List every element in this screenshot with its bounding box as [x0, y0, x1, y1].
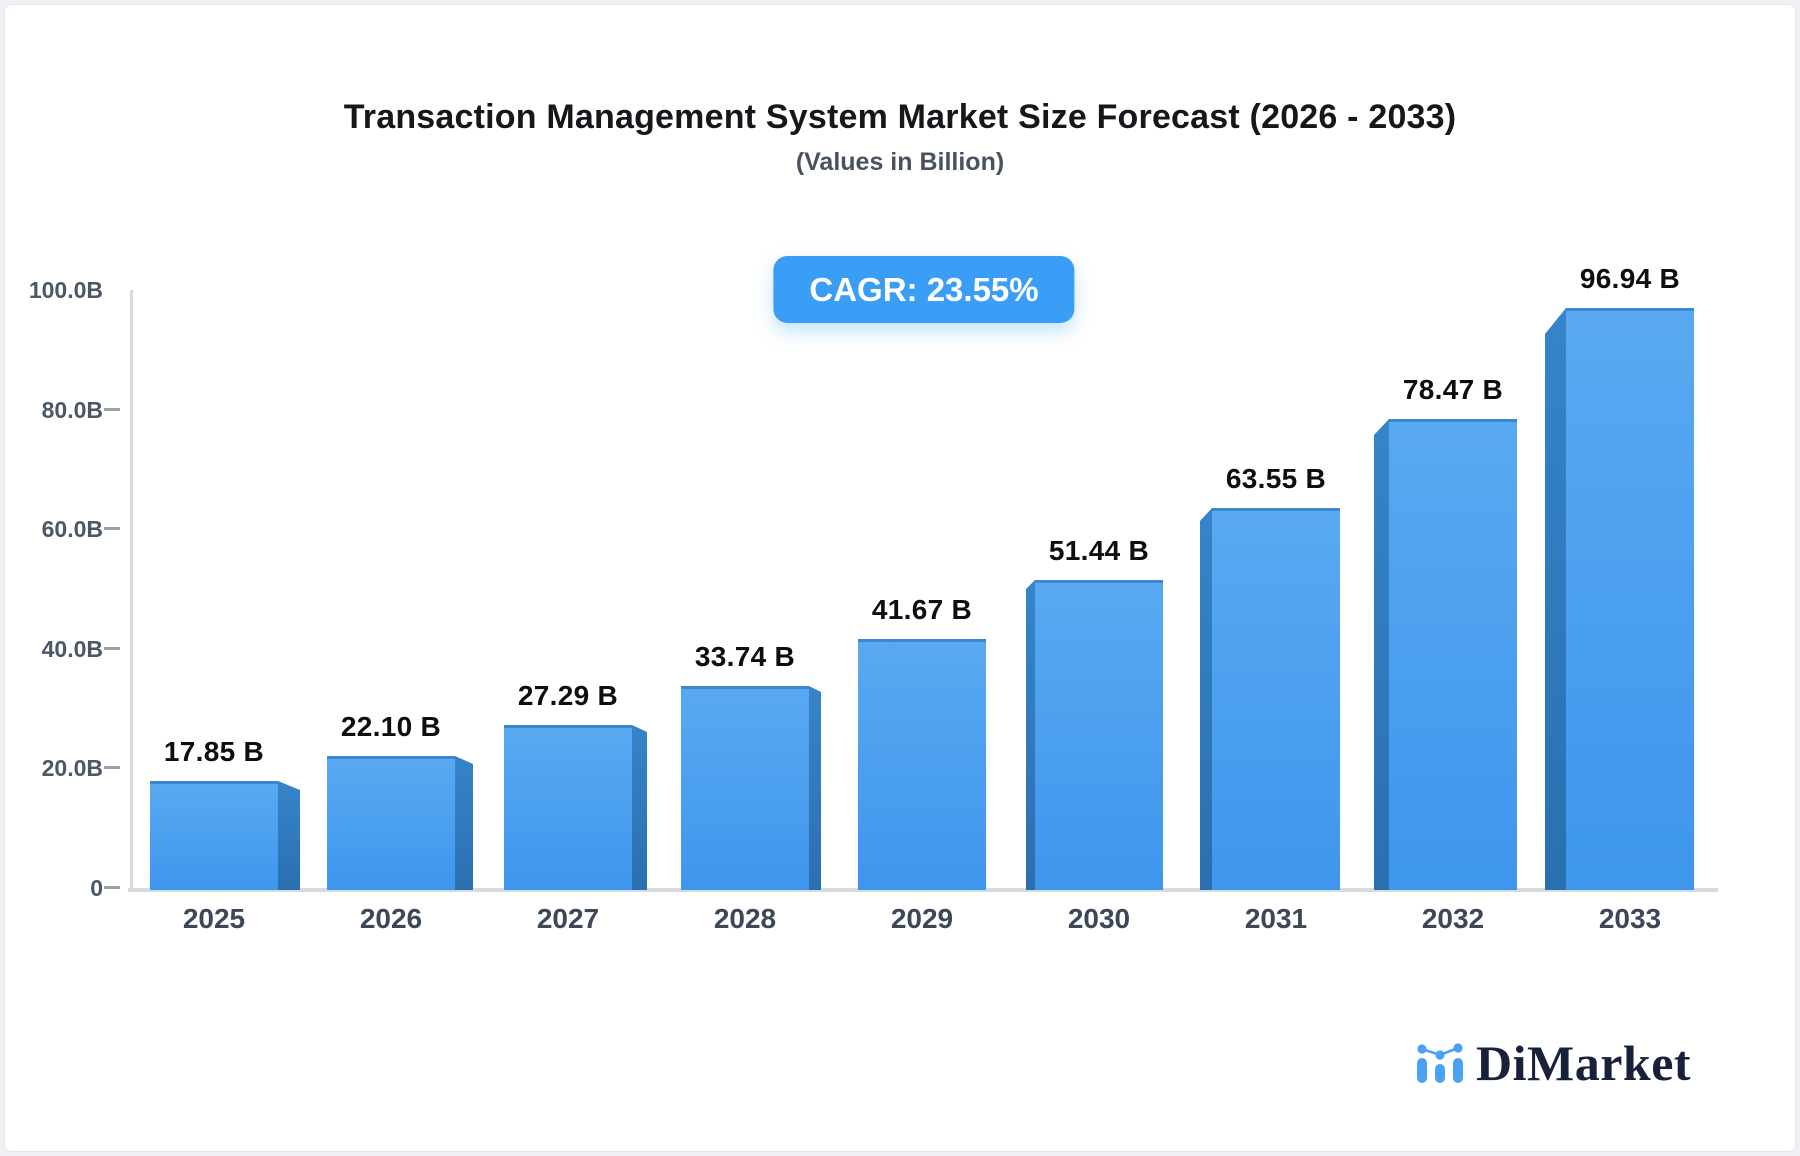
bar-value-label: 27.29 B [517, 680, 619, 711]
bar [1566, 308, 1694, 890]
bar [504, 725, 632, 890]
bar-3d-side [1374, 419, 1389, 890]
y-axis-tick-label: 80.0B [41, 396, 103, 423]
bar-value-label: 41.67 B [871, 594, 973, 625]
bar-3d-side [1200, 508, 1212, 890]
x-axis-category-label: 2027 [536, 903, 600, 934]
bar-3d-side [455, 756, 473, 890]
y-axis-tick [104, 407, 120, 411]
x-axis-category-label: 2028 [713, 903, 777, 934]
bar [150, 781, 278, 890]
x-axis-baseline [128, 888, 1718, 892]
x-axis-category-label: 2030 [1067, 903, 1131, 934]
bar-value-label: 78.47 B [1402, 374, 1504, 405]
brand-logo-icon [1417, 1043, 1463, 1083]
bar-value-label: 63.55 B [1225, 463, 1327, 494]
bar-3d-side [809, 686, 821, 890]
y-axis-tick [104, 886, 120, 889]
x-axis-category-label: 2032 [1421, 903, 1485, 934]
x-axis-category-label: 2031 [1244, 903, 1308, 934]
bar-value-label: 51.44 B [1048, 535, 1150, 566]
bar [1212, 508, 1340, 890]
bar [1035, 580, 1163, 890]
bar-3d-side [278, 781, 300, 890]
y-axis-tick-label: 60.0B [41, 516, 103, 543]
y-axis-tick-label: 40.0B [41, 635, 103, 662]
brand-logo: DiMarket [1416, 1038, 1691, 1088]
bar-3d-side [1545, 308, 1566, 890]
x-axis-category-label: 2029 [890, 903, 954, 934]
y-axis-tick [104, 766, 120, 770]
chart-title: Transaction Management System Market Siz… [343, 98, 1457, 136]
chart-subtitle: (Values in Billion) [795, 148, 1005, 176]
bar-value-label: 22.10 B [340, 711, 442, 742]
x-axis-category-label: 2025 [182, 903, 246, 934]
x-axis-category-label: 2033 [1598, 903, 1662, 934]
bar-value-label: 33.74 B [694, 641, 796, 672]
y-axis-tick [104, 646, 120, 650]
brand-logo-text: DiMarket [1476, 1035, 1692, 1091]
x-axis-category-label: 2026 [359, 903, 423, 934]
y-axis-tick-label: 0 [90, 875, 103, 901]
bar-value-label: 96.94 B [1579, 263, 1681, 294]
y-axis-tick-label: 100.0B [28, 277, 103, 303]
bar [681, 686, 809, 890]
bar [1389, 419, 1517, 890]
cagr-badge: CAGR: 23.55% [773, 256, 1075, 323]
y-axis-tick [104, 527, 120, 531]
y-axis-tick-label: 20.0B [41, 755, 103, 782]
bar [327, 756, 455, 890]
bar [858, 639, 986, 890]
y-axis-line [130, 290, 133, 892]
bar-value-label: 17.85 B [163, 736, 265, 767]
bar-3d-side [632, 725, 647, 890]
bar-3d-side [1026, 580, 1035, 890]
